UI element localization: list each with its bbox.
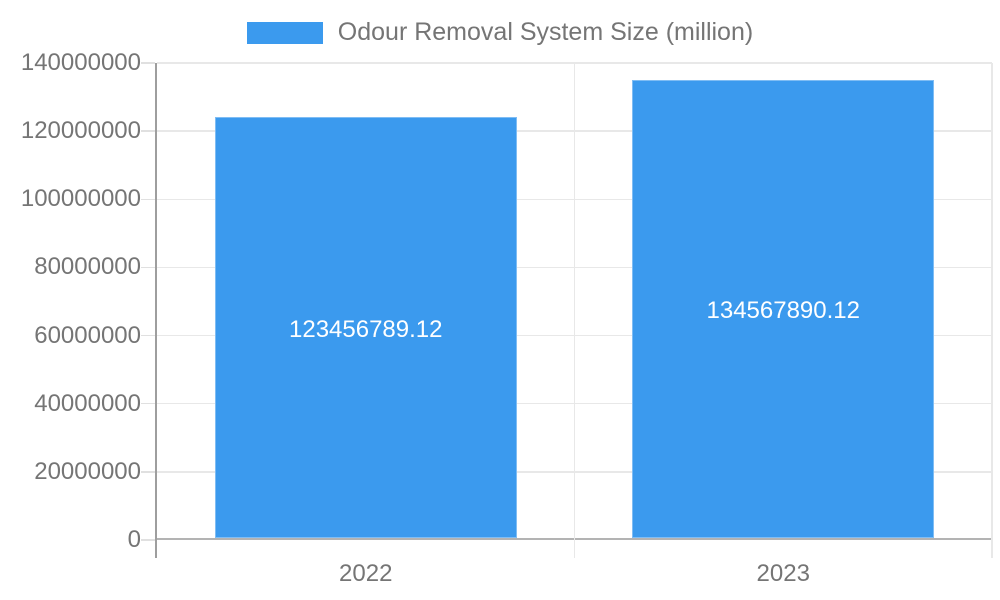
x-gridline bbox=[573, 63, 576, 558]
x-gridline bbox=[991, 63, 993, 558]
bar-value-label: 134567890.12 bbox=[706, 296, 861, 324]
plot-area: 0 20000000 40000000 60000000 80000000 1000000… bbox=[21, 49, 993, 587]
bar-value-label: 123456789.12 bbox=[289, 315, 443, 343]
y-tick-mark bbox=[141, 62, 155, 64]
chart-legend[interactable]: Odour Removal System Size (million) bbox=[0, 18, 1000, 47]
y-tick-label: 40000000 bbox=[34, 389, 141, 417]
y-tick-mark bbox=[141, 130, 155, 132]
y-tick-mark bbox=[141, 198, 155, 201]
y-tick-mark bbox=[141, 471, 155, 473]
y-tick-label: 100000000 bbox=[20, 185, 141, 213]
y-tick-label: 120000000 bbox=[20, 117, 141, 145]
legend-label: Odour Removal System Size (million) bbox=[337, 18, 754, 46]
bar-2022[interactable] bbox=[214, 117, 517, 538]
y-tick-label: 20000000 bbox=[34, 457, 141, 485]
y-tick-mark bbox=[141, 539, 155, 541]
legend-swatch-icon bbox=[246, 21, 323, 44]
y-tick-label: 140000000 bbox=[20, 49, 141, 76]
y-axis-line bbox=[155, 63, 157, 558]
y-tick-mark bbox=[141, 266, 155, 269]
y-tick-label: 80000000 bbox=[34, 253, 141, 281]
bar-2023[interactable] bbox=[632, 79, 935, 538]
y-tick-mark bbox=[141, 402, 155, 405]
x-tick-label-2022: 2022 bbox=[339, 560, 393, 587]
y-tick-label: 0 bbox=[127, 526, 141, 553]
x-tick-label-2023: 2023 bbox=[756, 560, 810, 587]
y-tick-mark bbox=[141, 334, 155, 337]
y-tick-label: 60000000 bbox=[34, 321, 141, 349]
